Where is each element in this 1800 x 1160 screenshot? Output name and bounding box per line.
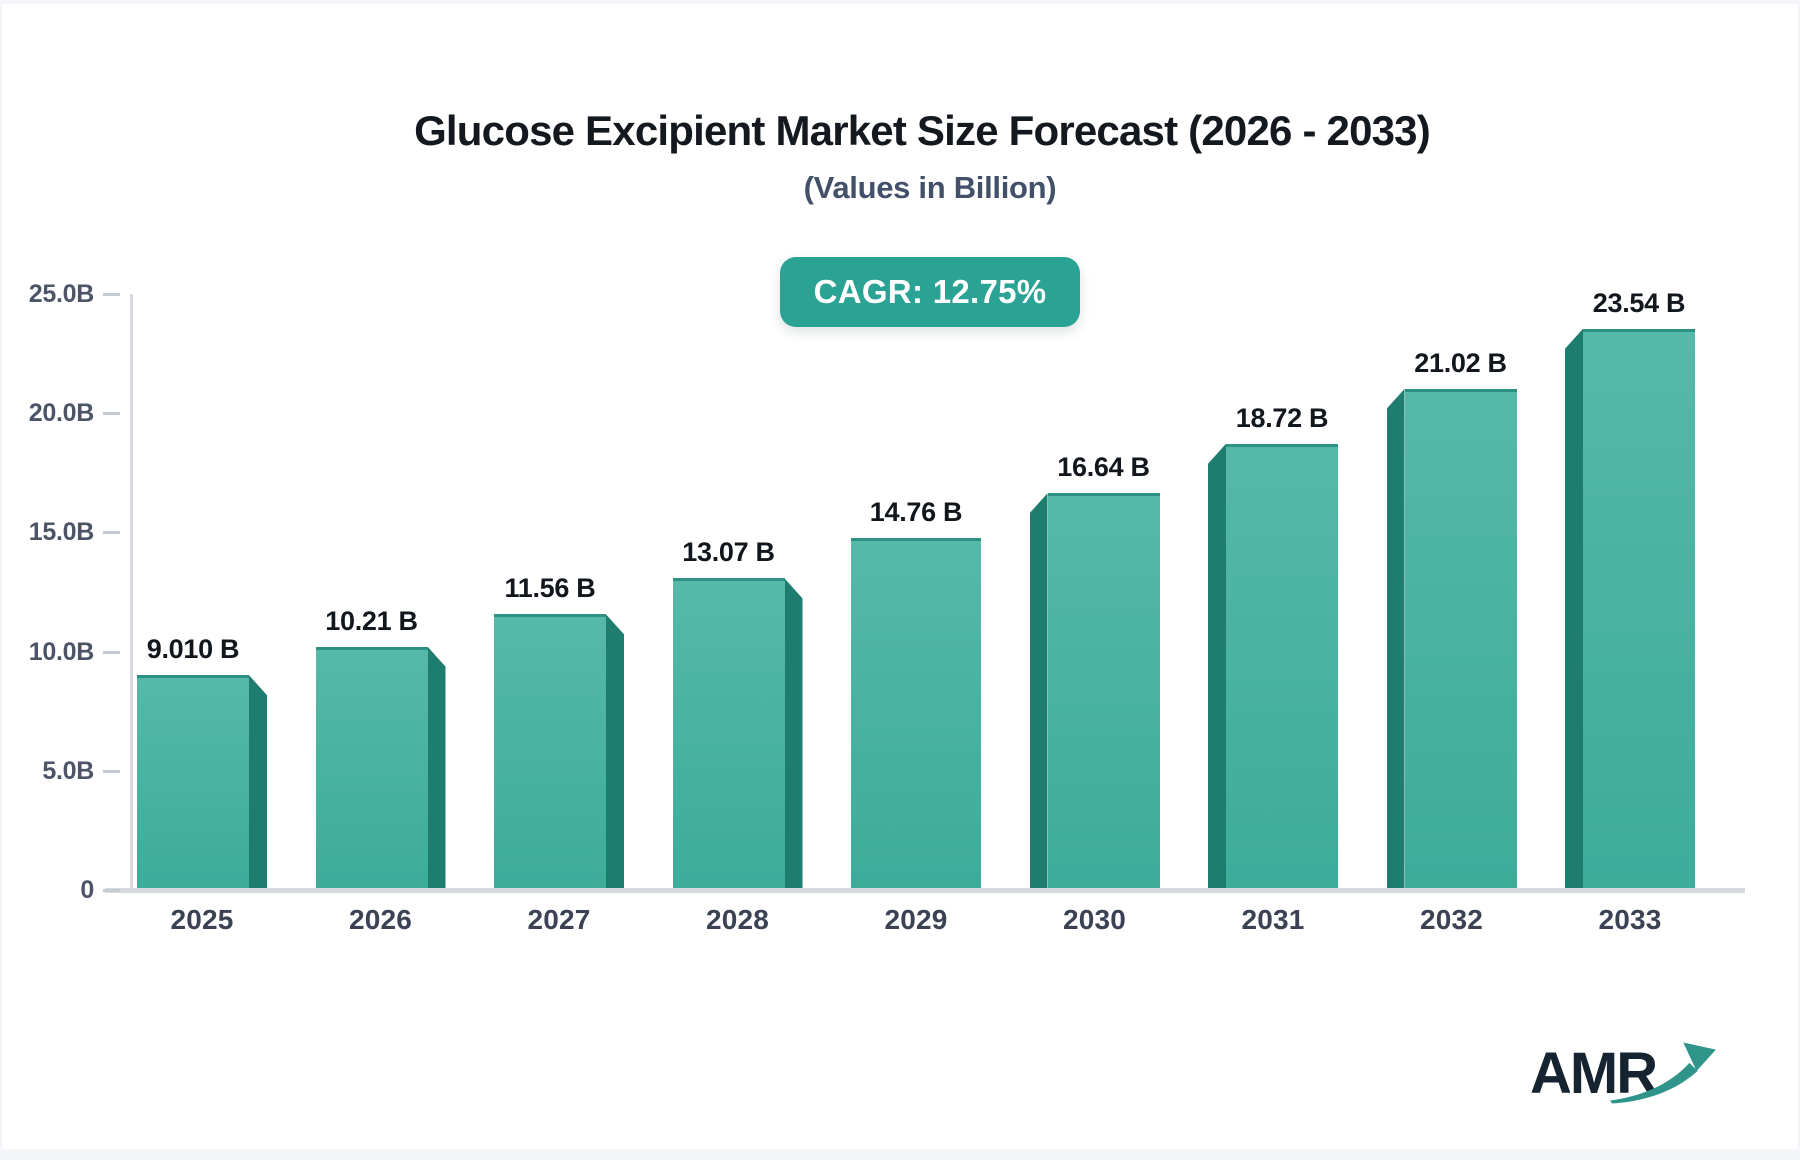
amr-logo: AMR bbox=[1530, 1040, 1730, 1120]
bar-face bbox=[494, 614, 606, 888]
y-axis-tick-mark bbox=[103, 650, 120, 654]
bar-2029 bbox=[851, 538, 981, 888]
cagr-badge: CAGR: 12.75% bbox=[779, 257, 1081, 327]
chart-card: Glucose Excipient Market Size Forecast (… bbox=[2, 4, 1798, 1149]
bar-face bbox=[1404, 388, 1517, 888]
bar-face bbox=[672, 578, 785, 888]
bar-value-label: 21.02 B bbox=[1414, 347, 1507, 378]
bar-2026 bbox=[315, 646, 446, 888]
y-axis-tick-mark bbox=[103, 293, 120, 296]
bar-face bbox=[851, 538, 981, 888]
bar-3d-side-facet bbox=[1386, 388, 1405, 888]
bar-value-label: 18.72 B bbox=[1235, 402, 1329, 433]
x-axis-label-2032: 2032 bbox=[1419, 904, 1484, 935]
x-axis-label-2030: 2030 bbox=[1062, 904, 1127, 935]
y-axis-tick-label: 0 bbox=[80, 876, 94, 904]
y-axis-tick-label: 5.0B bbox=[42, 756, 94, 785]
bar-value-label: 11.56 B bbox=[504, 573, 596, 604]
x-axis-label-2025: 2025 bbox=[170, 904, 234, 935]
y-axis-tick-label: 20.0B bbox=[28, 399, 95, 428]
bar-value-label: 16.64 B bbox=[1057, 452, 1150, 483]
bar-2027 bbox=[494, 614, 624, 888]
bar-face bbox=[137, 675, 249, 888]
x-axis-label-2027: 2027 bbox=[527, 904, 591, 935]
bar-face bbox=[1226, 443, 1338, 888]
y-axis-tick-label: 25.0B bbox=[28, 280, 95, 308]
bar-value-label: 13.07 B bbox=[682, 537, 775, 568]
y-axis-tick-label: 15.0B bbox=[28, 518, 95, 547]
bar-value-label: 23.54 B bbox=[1592, 287, 1686, 318]
bar-face bbox=[1583, 328, 1695, 888]
x-axis-label-2029: 2029 bbox=[884, 904, 948, 935]
bar-3d-side-facet bbox=[1565, 328, 1583, 888]
bar-2033 bbox=[1565, 328, 1695, 888]
x-axis-label-2033: 2033 bbox=[1598, 904, 1662, 935]
bar-3d-side-facet bbox=[249, 675, 267, 888]
cagr-badge-row: CAGR: 12.75% bbox=[58, 257, 1800, 327]
x-axis-label-2026: 2026 bbox=[348, 904, 413, 935]
y-axis-tick-mark bbox=[103, 889, 120, 892]
bar-2025 bbox=[137, 675, 267, 888]
y-axis-tick-mark bbox=[103, 531, 120, 535]
bar-3d-side-facet bbox=[1029, 493, 1048, 888]
bar-2032 bbox=[1386, 388, 1517, 888]
bar-face bbox=[315, 646, 428, 888]
y-axis-tick-mark bbox=[103, 412, 120, 416]
upward-trend-arrow-icon bbox=[1610, 1042, 1716, 1104]
y-axis-tick-label: 10.0B bbox=[28, 637, 95, 666]
chart-title: Glucose Excipient Market Size Forecast (… bbox=[414, 107, 1431, 154]
bar-3d-side-facet bbox=[606, 614, 624, 888]
bar-value-label: 14.76 B bbox=[869, 497, 963, 528]
bar-3d-side-facet bbox=[1208, 443, 1226, 888]
bar-3d-side-facet bbox=[427, 646, 446, 888]
bar-2028 bbox=[672, 578, 803, 888]
bar-2031 bbox=[1208, 443, 1338, 888]
y-axis-tick-mark bbox=[103, 769, 120, 773]
bar-3d-side-facet bbox=[784, 578, 803, 888]
bar-2030 bbox=[1029, 493, 1160, 888]
bar-face bbox=[1047, 493, 1160, 888]
bar-chart-plot-area: 25.0B 20.0B 15.0B 10.0B 5.0B 0 9.010 B 2025 10.2… bbox=[2, 4, 1800, 1160]
x-axis-label-2031: 2031 bbox=[1241, 904, 1305, 935]
x-axis-label-2028: 2028 bbox=[705, 904, 770, 935]
bar-value-label: 10.21 B bbox=[325, 605, 418, 636]
bar-value-label: 9.010 B bbox=[146, 634, 240, 665]
y-axis-line bbox=[130, 294, 133, 891]
chart-subtitle: (Values in Billion) bbox=[803, 170, 1057, 205]
x-axis-baseline bbox=[105, 888, 1745, 893]
